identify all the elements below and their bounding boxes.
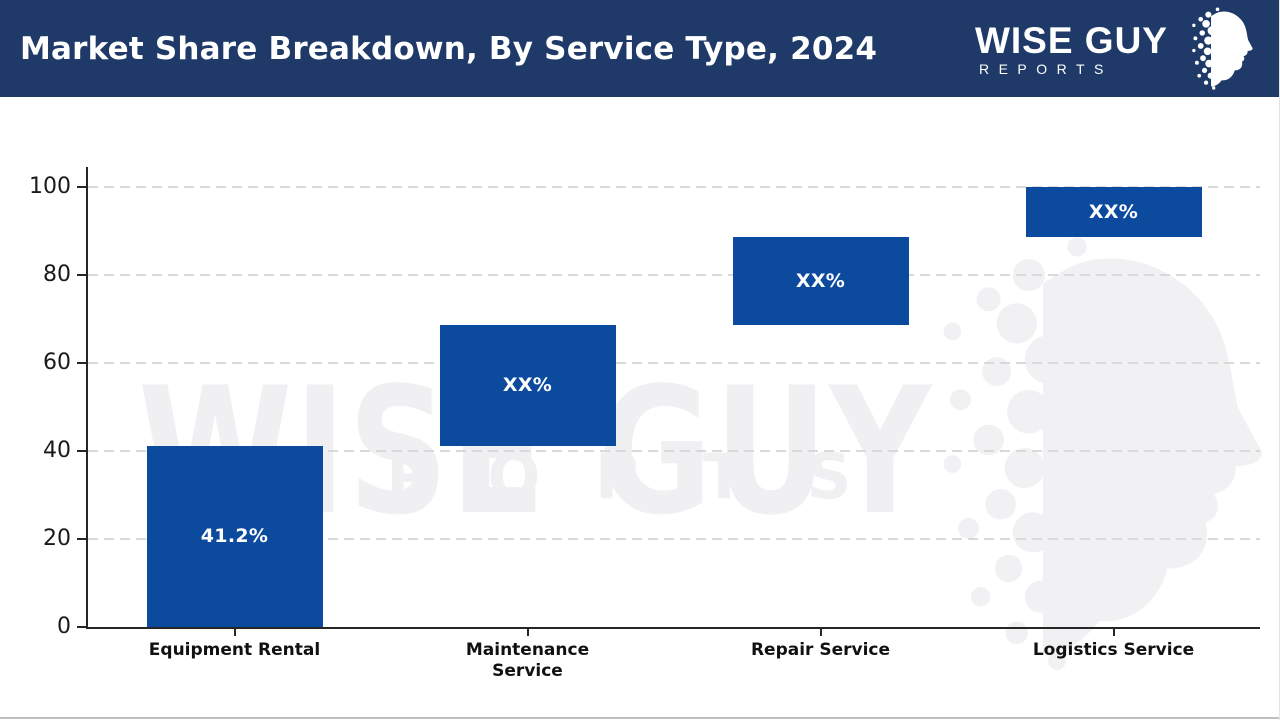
bar-value-label: XX%	[1088, 201, 1139, 224]
watermark-letter-P: P	[386, 440, 432, 513]
y-tick-20	[77, 538, 86, 540]
page-title: Market Share Breakdown, By Service Type,…	[20, 30, 878, 67]
logo-text: WISE GUY REPORTS	[975, 22, 1168, 76]
x-tick-0	[233, 629, 236, 636]
y-tick-40	[77, 450, 86, 452]
watermark-letter-S: S	[806, 440, 852, 513]
x-tick-2	[819, 629, 822, 636]
bar-value-label: 41.2%	[200, 525, 269, 548]
y-axis-line	[86, 167, 88, 629]
category-label-maintenance-service: Maintenance Service	[465, 640, 590, 682]
chart-canvas: WISE GUY REPORTS 02040608010041.2%XX%XX%…	[0, 97, 1279, 720]
category-label-equipment-rental: Equipment Rental	[148, 640, 321, 660]
y-tick-0	[77, 626, 86, 628]
header-bar: Market Share Breakdown, By Service Type,…	[0, 0, 1279, 97]
x-tick-1	[526, 629, 529, 636]
y-tick-label-100: 100	[29, 174, 71, 199]
x-tick-3	[1112, 629, 1115, 636]
plot-area: 0 20 40 60 80 100 41.2% XX% XX% XX%	[29, 167, 1260, 639]
watermark-letter-R: R	[595, 440, 643, 513]
bar-logistics-service: XX%	[1025, 187, 1202, 238]
wise-guy-logo: WISE GUY REPORTS	[975, 7, 1262, 91]
y-tick-label-20: 20	[43, 526, 71, 551]
y-tick-label-80: 80	[43, 262, 71, 287]
dotted-head-profile-icon	[1170, 7, 1262, 91]
y-tick-label-60: 60	[43, 350, 71, 375]
category-label-repair-service: Repair Service	[750, 640, 891, 660]
y-tick-label-40: 40	[43, 438, 71, 463]
bar-equipment-rental: 41.2%	[146, 445, 323, 627]
bar-repair-service: XX%	[732, 237, 909, 326]
logo-subtitle: REPORTS	[978, 60, 1113, 77]
gridline-y-40	[88, 450, 1260, 452]
y-tick-100	[77, 186, 86, 188]
watermark-letter-T: T	[702, 440, 746, 513]
watermark-letter-O: O	[487, 440, 541, 513]
y-tick-label-0: 0	[57, 614, 71, 639]
bar-maintenance-service: XX%	[439, 325, 616, 446]
category-labels: Equipment Rental Maintenance Service Repair…	[0, 97, 1279, 720]
category-label-logistics-service: Logistics Service	[1032, 640, 1195, 660]
gridline-y-60	[88, 362, 1260, 364]
gridline-y-80	[88, 274, 1260, 276]
y-tick-80	[77, 274, 86, 276]
bar-value-label: XX%	[795, 270, 846, 293]
y-tick-60	[77, 362, 86, 364]
bar-value-label: XX%	[502, 374, 553, 397]
gridline-y-100	[88, 186, 1260, 188]
x-axis-line	[86, 627, 1260, 629]
gridline-y-20	[88, 538, 1260, 540]
footer-divider	[0, 717, 1279, 719]
logo-wordmark: WISE GUY	[974, 19, 1168, 61]
